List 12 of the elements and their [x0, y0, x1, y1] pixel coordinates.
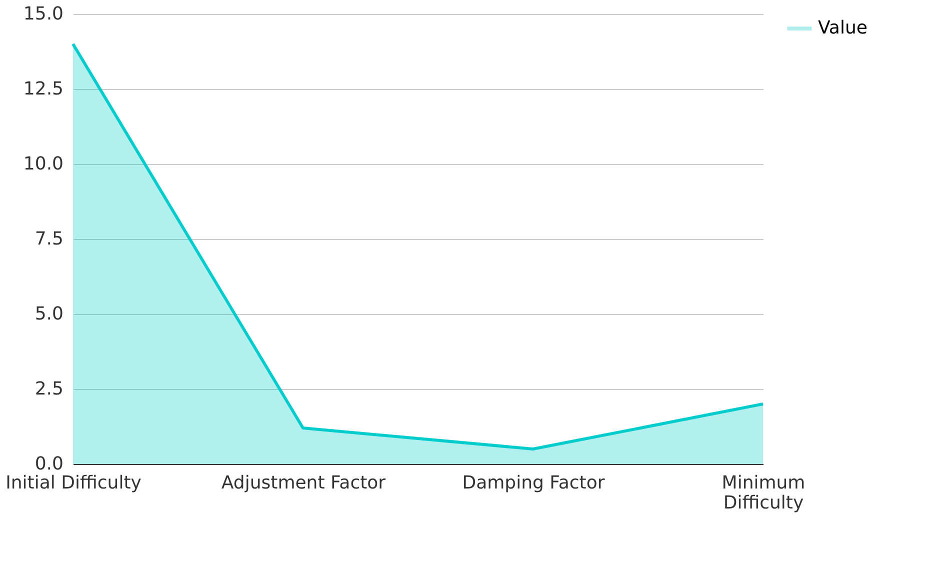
- y-tick-label: 12.5: [23, 78, 64, 100]
- y-tick-label: 2.5: [34, 378, 64, 400]
- y-tick-label: 0.0: [34, 454, 64, 474]
- legend-label: Value: [818, 18, 868, 38]
- x-tick-label: Initial Difficulty: [6, 472, 142, 494]
- y-tick-label: 7.5: [34, 228, 64, 250]
- x-tick-label: Damping Factor: [462, 472, 606, 494]
- x-tick-label: Adjustment Factor: [221, 472, 386, 494]
- y-tick-label: 5.0: [34, 304, 64, 324]
- x-tick-label: Minimum Difficulty: [722, 472, 806, 514]
- y-tick-label: 10.0: [23, 154, 64, 174]
- y-tick-label: 15.0: [23, 4, 64, 24]
